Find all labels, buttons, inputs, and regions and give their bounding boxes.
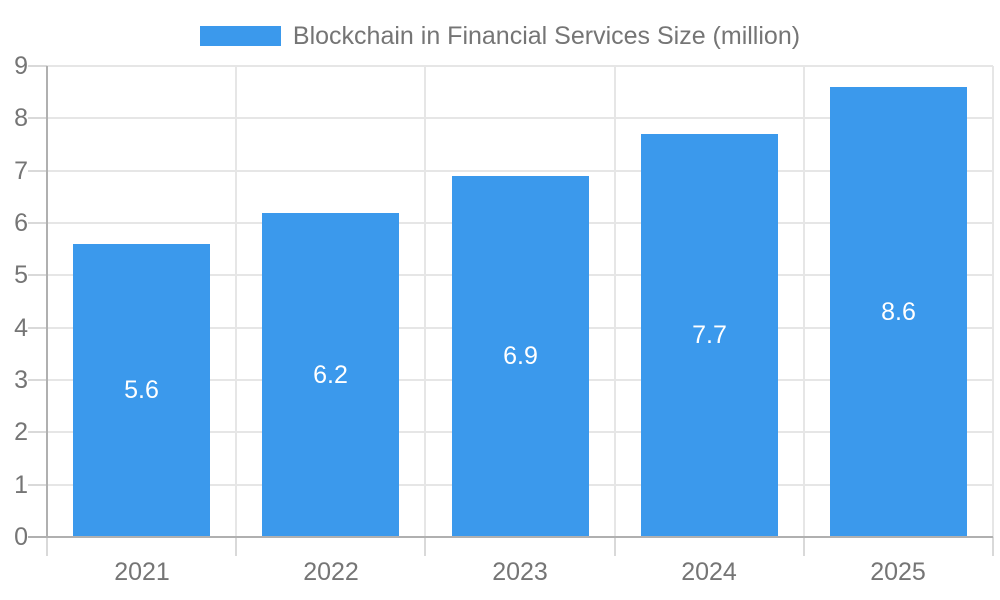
x-axis-label: 2022 — [303, 558, 359, 586]
y-axis-label: 9 — [14, 52, 28, 80]
bar-value-label: 7.7 — [692, 321, 727, 349]
gridline-h — [47, 170, 993, 172]
x-axis-line — [28, 536, 993, 538]
bar-value-label: 8.6 — [881, 297, 916, 326]
y-axis-tick — [28, 222, 47, 224]
legend[interactable]: Blockchain in Financial Services Size (m… — [0, 16, 1000, 56]
y-axis-label: 2 — [14, 418, 28, 446]
bar-2021[interactable]: 5.6 — [73, 244, 210, 537]
x-axis-tick — [803, 537, 805, 556]
y-axis-label: 5 — [14, 261, 28, 289]
gridline-h — [47, 117, 993, 119]
y-axis-tick — [28, 484, 47, 486]
y-axis-label: 6 — [14, 209, 28, 237]
x-axis-label: 2023 — [492, 558, 548, 586]
y-axis-label: 7 — [14, 157, 28, 185]
y-axis-line — [46, 66, 48, 537]
gridline-h — [47, 65, 993, 67]
gridline-v — [614, 66, 616, 537]
y-axis-tick — [28, 274, 47, 276]
gridline-v — [803, 66, 805, 537]
y-axis-label: 8 — [14, 104, 28, 132]
y-axis-tick — [28, 170, 47, 172]
bar-value-label: 6.9 — [503, 342, 538, 370]
x-axis-label: 2021 — [114, 558, 170, 586]
y-axis-label: 3 — [14, 366, 28, 394]
x-axis-tick — [614, 537, 616, 556]
bar-2022[interactable]: 6.2 — [262, 213, 399, 537]
gridline-v — [424, 66, 426, 537]
x-axis-tick — [235, 537, 237, 556]
y-axis-tick — [28, 65, 47, 67]
y-axis-label: 1 — [14, 471, 28, 499]
x-axis-label: 2024 — [681, 558, 737, 586]
x-axis-tick — [992, 537, 994, 556]
gridline-v — [235, 66, 237, 537]
bar-2023[interactable]: 6.9 — [452, 176, 589, 537]
bar-value-label: 5.6 — [124, 376, 159, 404]
bar-2024[interactable]: 7.7 — [641, 134, 778, 537]
y-axis-label: 4 — [14, 314, 28, 342]
legend-label: Blockchain in Financial Services Size (m… — [292, 21, 801, 50]
legend-swatch — [199, 26, 281, 46]
y-axis-label: 0 — [14, 523, 28, 551]
gridline-v — [992, 66, 994, 537]
y-axis-tick — [28, 379, 47, 381]
x-axis-tick — [424, 537, 426, 556]
y-axis-tick — [28, 327, 47, 329]
bar-value-label: 6.2 — [313, 360, 348, 389]
x-axis-tick — [46, 537, 48, 556]
y-axis-tick — [28, 117, 47, 119]
x-axis-label: 2025 — [870, 558, 926, 586]
bar-2025[interactable]: 8.6 — [830, 87, 967, 537]
y-axis-tick — [28, 431, 47, 433]
